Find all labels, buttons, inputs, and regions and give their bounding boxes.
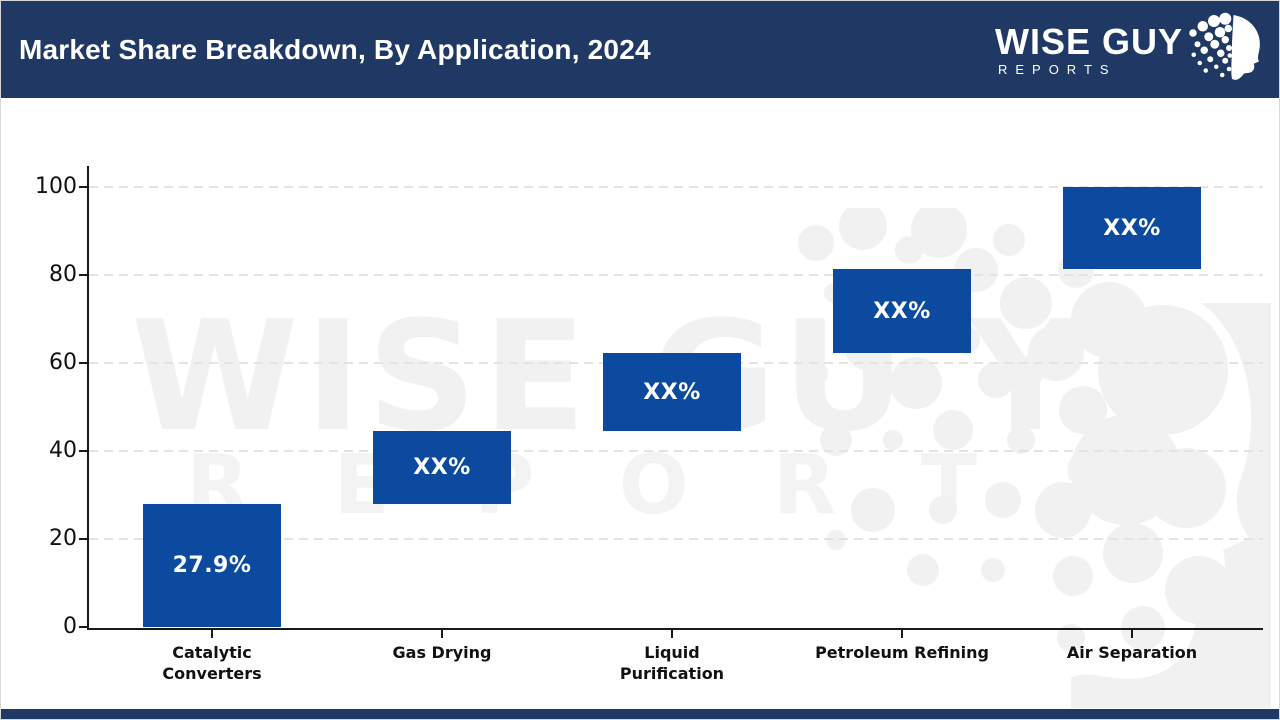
bar-gas-drying: XX% bbox=[373, 431, 511, 505]
bar-value-label: 27.9% bbox=[172, 553, 252, 579]
gridline-100 bbox=[89, 186, 1263, 188]
x-axis-tick bbox=[671, 630, 673, 638]
y-axis-tick-label: 60 bbox=[49, 350, 77, 375]
x-axis-tick bbox=[211, 630, 213, 638]
y-axis-tick bbox=[79, 362, 87, 364]
bar-value-label: XX% bbox=[873, 298, 931, 324]
x-axis-category-label: Air Separation bbox=[1066, 643, 1198, 662]
y-axis-tick bbox=[79, 186, 87, 188]
y-axis-tick-label: 0 bbox=[63, 614, 77, 639]
bar-value-label: XX% bbox=[1103, 215, 1161, 241]
gridline-40 bbox=[89, 450, 1263, 452]
bar-value-label: XX% bbox=[643, 379, 701, 405]
bar-liquid-purification: XX% bbox=[603, 353, 741, 432]
watermark-reports: R E P O R T S bbox=[186, 438, 1149, 533]
x-axis-category-label: Catalytic Converters bbox=[162, 643, 262, 683]
logo-reports-text: REPORTS bbox=[997, 61, 1117, 77]
header-bar: Market Share Breakdown, By Application, … bbox=[1, 1, 1279, 98]
logo-wordmark: WISE GUY bbox=[994, 20, 1183, 62]
x-axis-category-label: Petroleum Refining bbox=[815, 643, 989, 662]
bar-catalytic-converters: 27.9% bbox=[143, 504, 281, 627]
y-axis-tick-label: 40 bbox=[49, 438, 77, 463]
y-axis-tick bbox=[79, 538, 87, 540]
page-title: Market Share Breakdown, By Application, … bbox=[19, 33, 651, 65]
y-axis-tick-label: 100 bbox=[35, 174, 77, 199]
bar-value-label: XX% bbox=[413, 455, 471, 481]
y-axis-tick-label: 80 bbox=[49, 262, 77, 287]
y-axis-tick bbox=[79, 450, 87, 452]
gridline-80 bbox=[89, 274, 1263, 276]
x-axis-category-label: Liquid Purification bbox=[619, 643, 725, 683]
y-axis-spine bbox=[87, 166, 89, 630]
footer-bar bbox=[1, 709, 1279, 719]
x-axis-spine bbox=[87, 628, 1263, 630]
x-axis-category-label: Gas Drying bbox=[392, 643, 492, 662]
wise-guy-logo: WISE GUY REPORTS bbox=[994, 10, 1279, 90]
y-axis-tick bbox=[79, 626, 87, 628]
x-axis-tick bbox=[901, 630, 903, 638]
face-profile-icon bbox=[1187, 10, 1265, 90]
y-axis-tick bbox=[79, 274, 87, 276]
bar-air-separation: XX% bbox=[1063, 187, 1201, 270]
y-axis-tick-label: 20 bbox=[49, 526, 77, 551]
gridline-20 bbox=[89, 538, 1263, 540]
plot-area: WISE GU Y R E P O R T S 0 20 40 60 80 100 27.9… bbox=[1, 98, 1279, 711]
x-axis-tick bbox=[1131, 630, 1133, 638]
bar-petroleum-refining: XX% bbox=[833, 269, 971, 354]
x-axis-tick bbox=[441, 630, 443, 638]
